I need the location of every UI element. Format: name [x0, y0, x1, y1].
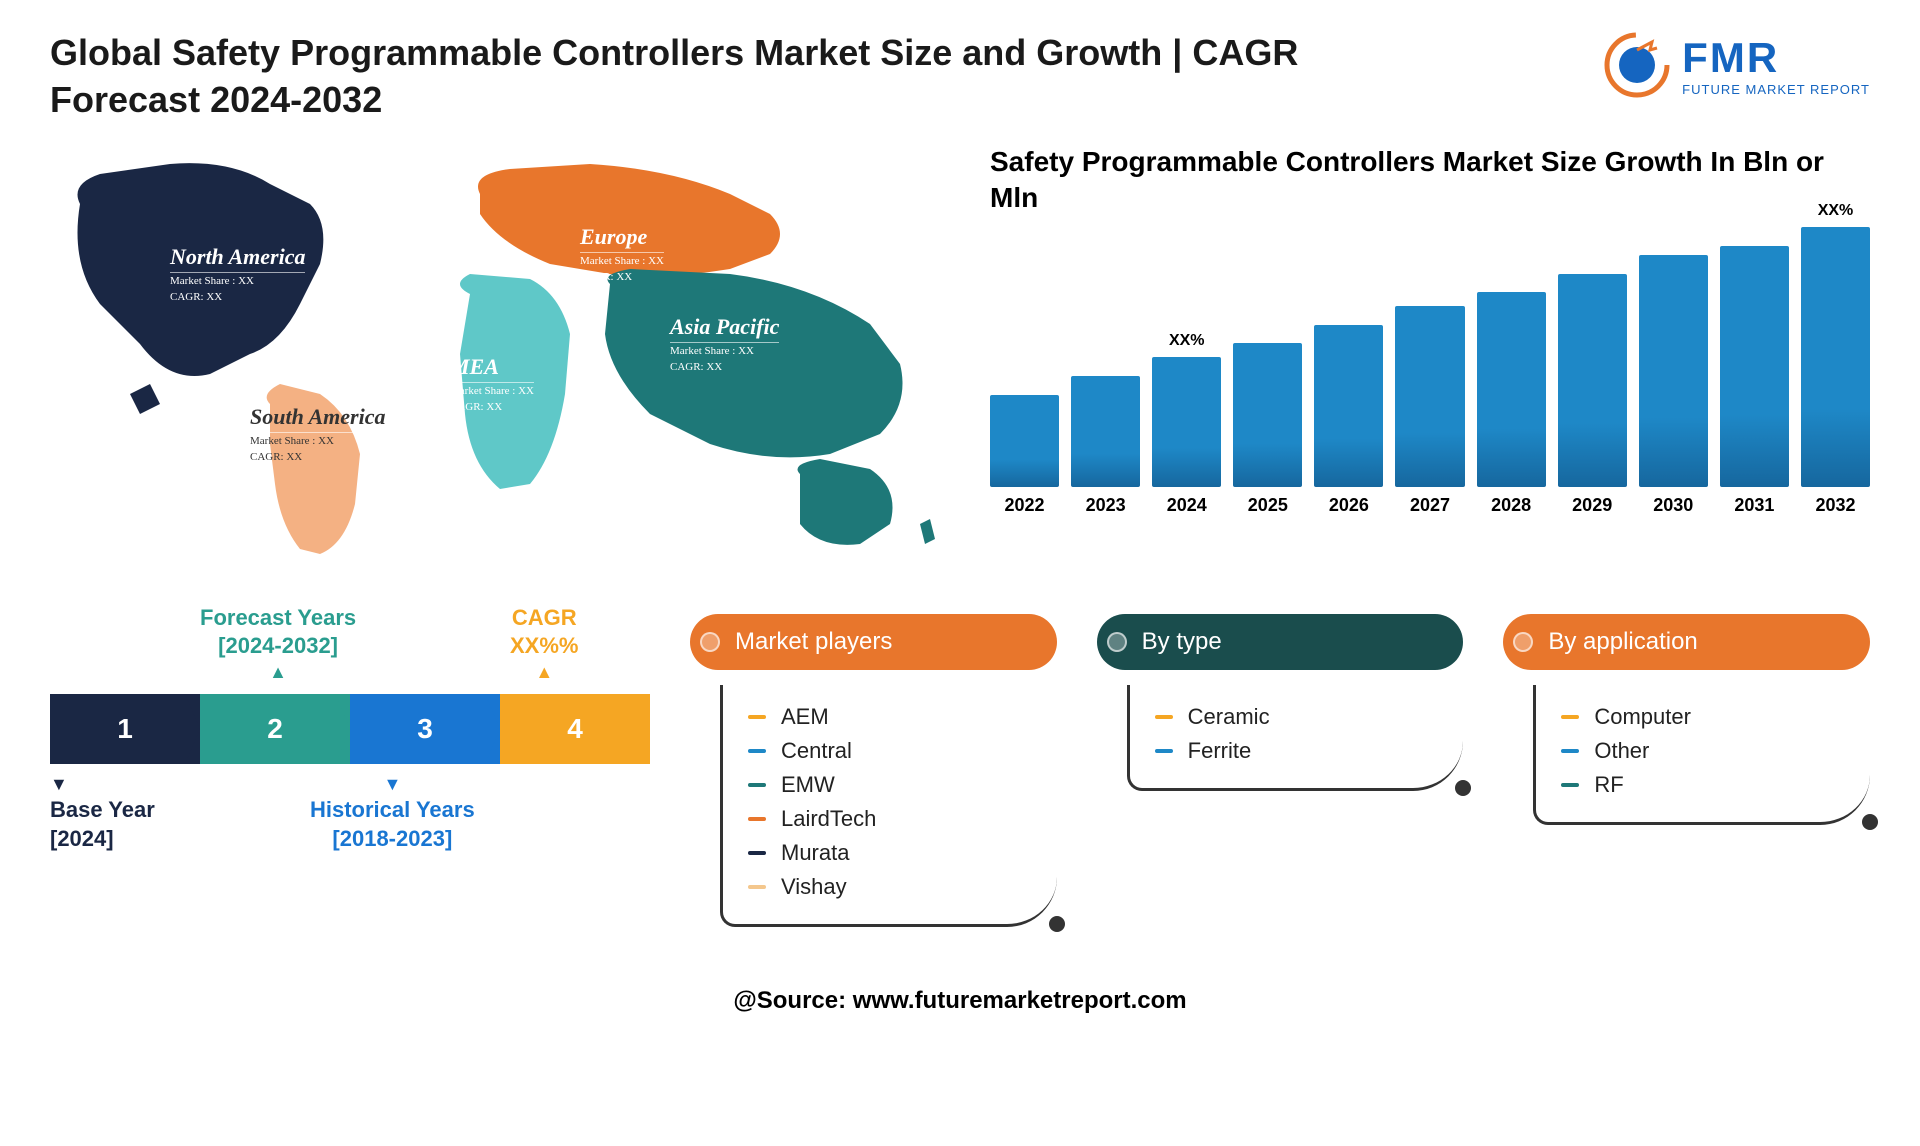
base-year-label: ▼ Base Year [2024] [50, 773, 155, 854]
bar [990, 395, 1059, 488]
pill-list: CeramicFerrite [1127, 685, 1464, 791]
bar: XX% [1801, 227, 1870, 487]
bar-wrap: 2027 [1395, 306, 1464, 516]
list-item: RF [1561, 768, 1850, 802]
list-item: Computer [1561, 700, 1850, 734]
bar [1720, 246, 1789, 487]
bar-wrap: 2031 [1720, 246, 1789, 516]
list-item: Vishay [748, 870, 1037, 904]
page-title: Global Safety Programmable Controllers M… [50, 30, 1450, 124]
bars-container: 2022 2023 XX% 2024 2025 2026 2027 2028 2029 2030 2… [990, 236, 1870, 516]
logo-icon [1602, 30, 1672, 100]
timeline-seg-3: 3 [350, 694, 500, 764]
timeline: Forecast Years [2024-2032] ▲ CAGR XX%% ▲… [50, 614, 650, 764]
bar [1314, 325, 1383, 488]
bar [1395, 306, 1464, 487]
logo: FMR FUTURE MARKET REPORT [1602, 30, 1870, 100]
world-map: North AmericaMarket Share : XXCAGR: XX So… [50, 144, 950, 564]
timeline-seg-1: 1 [50, 694, 200, 764]
bar-year: 2027 [1410, 495, 1450, 516]
bar-year: 2025 [1248, 495, 1288, 516]
timeline-seg-4: 4 [500, 694, 650, 764]
pill-header: By application [1503, 614, 1870, 670]
growth-chart: Safety Programmable Controllers Market S… [990, 144, 1870, 564]
list-item: Other [1561, 734, 1850, 768]
bar-wrap: XX% 2032 [1801, 227, 1870, 516]
region-label: North AmericaMarket Share : XXCAGR: XX [170, 244, 305, 303]
chart-title: Safety Programmable Controllers Market S… [990, 144, 1870, 217]
region-label: MEAMarket Share : XXCAGR: XX [450, 354, 534, 413]
bar-year: 2026 [1329, 495, 1369, 516]
historical-label: ▼ Historical Years [2018-2023] [310, 773, 475, 854]
pill-section: By application ComputerOtherRF [1503, 614, 1870, 927]
bar-wrap: 2025 [1233, 343, 1302, 516]
list-item: Murata [748, 836, 1037, 870]
bar [1233, 343, 1302, 487]
bar: XX% [1152, 357, 1221, 487]
cagr-label: CAGR XX%% ▲ [510, 604, 578, 685]
bar-year: 2032 [1815, 495, 1855, 516]
bar [1071, 376, 1140, 487]
timeline-bar: 1 2 3 4 [50, 694, 650, 764]
list-item: EMW [748, 768, 1037, 802]
region-label: Asia PacificMarket Share : XXCAGR: XX [670, 314, 779, 373]
bar-wrap: 2026 [1314, 325, 1383, 517]
bar-year: 2028 [1491, 495, 1531, 516]
bar-year: 2023 [1086, 495, 1126, 516]
bar-wrap: XX% 2024 [1152, 357, 1221, 516]
pill-list: AEMCentralEMWLairdTechMurataVishay [720, 685, 1057, 927]
bar-wrap: 2023 [1071, 376, 1140, 516]
bar-wrap: 2028 [1477, 292, 1546, 516]
bar-year: 2030 [1653, 495, 1693, 516]
source-line: @Source: www.futuremarketreport.com [50, 987, 1870, 1015]
list-item: Ceramic [1155, 700, 1444, 734]
pill-list: ComputerOtherRF [1533, 685, 1870, 825]
bar-year: 2022 [1005, 495, 1045, 516]
region-label: South AmericaMarket Share : XXCAGR: XX [250, 404, 386, 463]
bar [1639, 255, 1708, 487]
list-item: Ferrite [1155, 734, 1444, 768]
logo-text-main: FMR [1682, 34, 1870, 82]
logo-text-sub: FUTURE MARKET REPORT [1682, 82, 1870, 97]
pill-header: Market players [690, 614, 1057, 670]
bar-wrap: 2030 [1639, 255, 1708, 516]
bar [1558, 274, 1627, 488]
pill-header: By type [1097, 614, 1464, 670]
list-item: AEM [748, 700, 1037, 734]
forecast-label: Forecast Years [2024-2032] ▲ [200, 604, 356, 685]
bar-wrap: 2022 [990, 395, 1059, 517]
list-item: Central [748, 734, 1037, 768]
bar-year: 2024 [1167, 495, 1207, 516]
pill-section: By type CeramicFerrite [1097, 614, 1464, 927]
bar-year: 2029 [1572, 495, 1612, 516]
timeline-seg-2: 2 [200, 694, 350, 764]
region-label: EuropeMarket Share : XXCAGR: XX [580, 224, 664, 283]
bar-wrap: 2029 [1558, 274, 1627, 517]
bar-year: 2031 [1734, 495, 1774, 516]
bar [1477, 292, 1546, 487]
pill-section: Market players AEMCentralEMWLairdTechMura… [690, 614, 1057, 927]
list-item: LairdTech [748, 802, 1037, 836]
